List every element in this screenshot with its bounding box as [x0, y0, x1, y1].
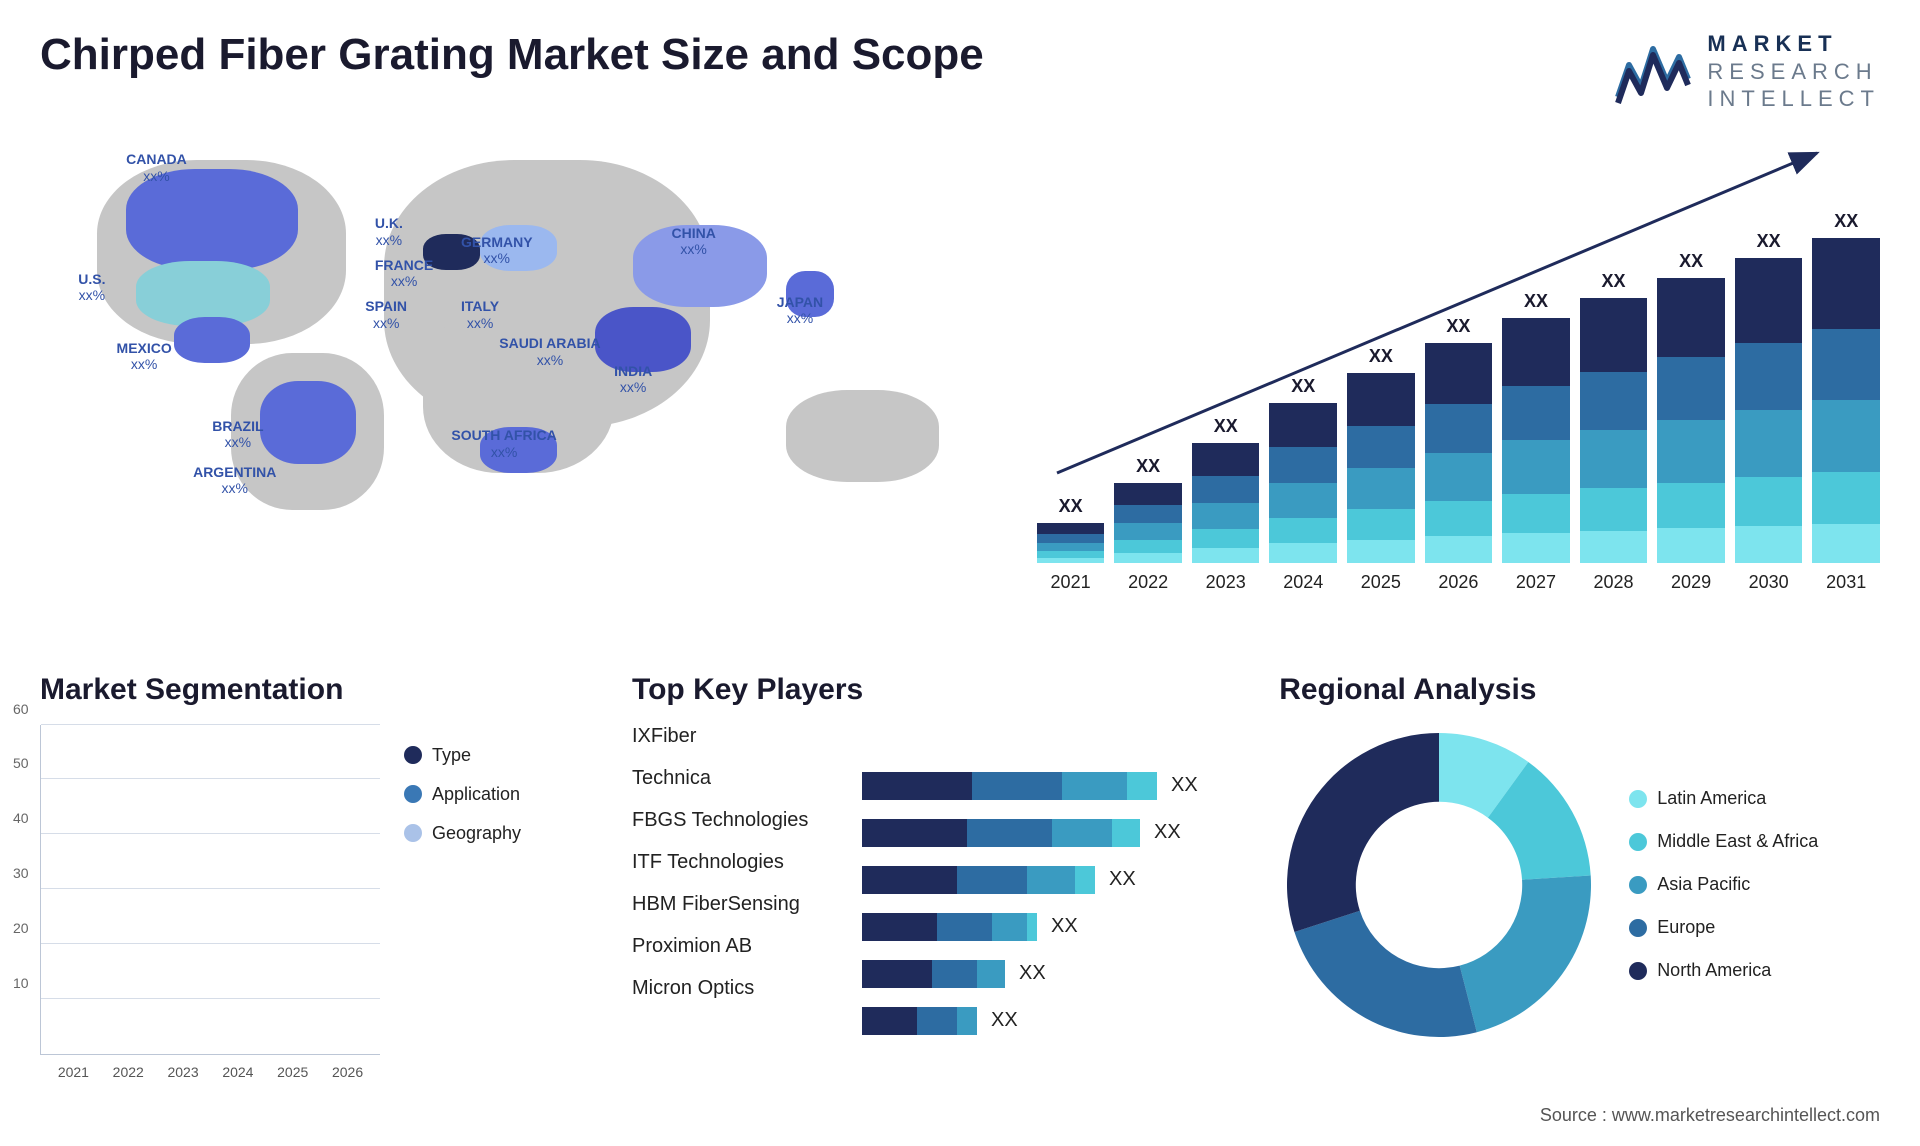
kp-name: FBGS Technologies — [632, 809, 842, 832]
map-label-u-k-: U.K.xx% — [375, 215, 403, 249]
seg-legend-geography: Geography — [404, 823, 521, 844]
logo-line1: MARKET — [1707, 30, 1880, 58]
segmentation-title: Market Segmentation — [40, 673, 592, 707]
year-bar-2024: XX — [1269, 376, 1337, 563]
map-label-south-africa: SOUTH AFRICAxx% — [451, 427, 556, 461]
kp-name: IXFiber — [632, 725, 842, 748]
year-bar-2021: XX — [1037, 496, 1105, 563]
regional-panel: Regional Analysis Latin America Middle Ea… — [1279, 673, 1880, 1083]
ra-legend-latin-america: Latin America — [1629, 788, 1818, 809]
year-bar-2023: XX — [1192, 416, 1260, 563]
logo-line2a: RESEARCH — [1707, 58, 1880, 86]
page-title: Chirped Fiber Grating Market Size and Sc… — [40, 30, 984, 80]
keyplayers-title: Top Key Players — [632, 673, 1239, 707]
ra-legend-europe: Europe — [1629, 917, 1818, 938]
segmentation-panel: Market Segmentation 20212022202320242025… — [40, 673, 592, 1083]
year-bar-2028: XX — [1580, 271, 1648, 563]
map-label-germany: GERMANYxx% — [461, 234, 533, 268]
kp-name: Technica — [632, 767, 842, 790]
map-label-canada: CANADAxx% — [126, 151, 187, 185]
map-label-japan: JAPANxx% — [777, 294, 823, 328]
kp-name: ITF Technologies — [632, 851, 842, 874]
ra-legend-middle-east-africa: Middle East & Africa — [1629, 831, 1818, 852]
logo-line2b: INTELLECT — [1707, 85, 1880, 113]
year-bar-2030: XX — [1735, 231, 1803, 563]
map-label-china: CHINAxx% — [671, 225, 715, 259]
map-label-mexico: MEXICOxx% — [117, 340, 172, 374]
source-text: Source : www.marketresearchintellect.com — [1540, 1105, 1880, 1126]
map-label-france: FRANCExx% — [375, 257, 433, 291]
kp-row: XX — [862, 772, 1239, 800]
kp-row: XX — [862, 866, 1239, 894]
donut-slice-europe — [1295, 910, 1477, 1036]
map-label-brazil: BRAZILxx% — [212, 418, 263, 452]
kp-name: HBM FiberSensing — [632, 893, 842, 916]
year-bar-2025: XX — [1347, 346, 1415, 563]
seg-legend-application: Application — [404, 784, 521, 805]
map-label-u-s-: U.S.xx% — [78, 271, 105, 305]
map-label-saudi-arabia: SAUDI ARABIAxx% — [499, 335, 600, 369]
regional-title: Regional Analysis — [1279, 673, 1880, 707]
brand-logo: MARKET RESEARCH INTELLECT — [1613, 30, 1880, 113]
kp-name: Micron Optics — [632, 977, 842, 1000]
map-label-italy: ITALYxx% — [461, 298, 499, 332]
map-label-argentina: ARGENTINAxx% — [193, 464, 276, 498]
donut-slice-north-america — [1287, 733, 1439, 932]
yearly-chart-panel: XXXXXXXXXXXXXXXXXXXXXX 20212022202320242… — [1037, 133, 1880, 633]
keyplayers-panel: Top Key Players IXFiber Technica FBGS Tech… — [632, 673, 1239, 1083]
map-label-india: INDIAxx% — [614, 363, 652, 397]
kp-row: XX — [862, 913, 1239, 941]
year-bar-2022: XX — [1114, 456, 1182, 563]
donut-slice-asia-pacific — [1460, 875, 1591, 1032]
ra-legend-asia-pacific: Asia Pacific — [1629, 874, 1818, 895]
year-bar-2026: XX — [1425, 316, 1493, 563]
kp-row: XX — [862, 1007, 1239, 1035]
ra-legend-north-america: North America — [1629, 960, 1818, 981]
world-map-panel: CANADAxx% U.S.xx% MEXICOxx% BRAZILxx% ARGENT… — [40, 133, 997, 633]
kp-row — [862, 725, 1239, 753]
year-bar-2031: XX — [1812, 211, 1880, 563]
year-bar-2029: XX — [1657, 251, 1725, 563]
seg-legend-type: Type — [404, 745, 521, 766]
kp-name: Proximion AB — [632, 935, 842, 958]
regional-donut — [1279, 725, 1599, 1045]
map-label-spain: SPAINxx% — [365, 298, 407, 332]
year-bar-2027: XX — [1502, 291, 1570, 563]
kp-row: XX — [862, 819, 1239, 847]
kp-row: XX — [862, 960, 1239, 988]
